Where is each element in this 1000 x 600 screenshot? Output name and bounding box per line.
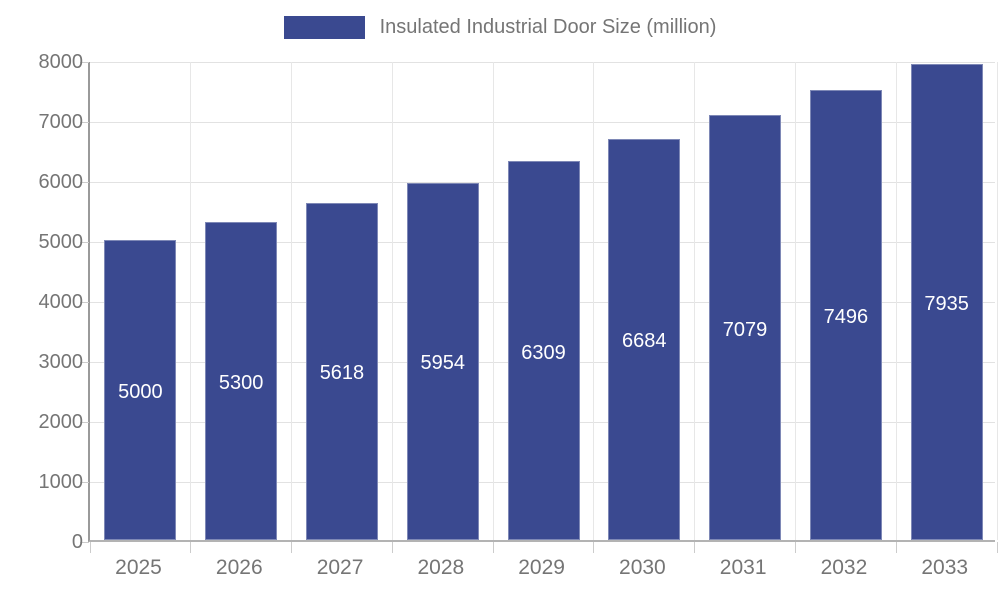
y-axis-label: 3000: [38, 351, 84, 373]
y-axis-label: 4000: [38, 291, 84, 313]
y-axis-label: 2000: [38, 411, 84, 433]
y-axis-label: 6000: [38, 171, 84, 193]
bar-2026[interactable]: [205, 222, 278, 540]
x-axis-tick: [89, 542, 91, 553]
legend[interactable]: Insulated Industrial Door Size (million): [0, 16, 1000, 39]
bar-2025[interactable]: [104, 240, 177, 540]
y-axis-tick: [80, 301, 89, 303]
bar-2030[interactable]: [608, 138, 681, 540]
x-axis-label: 2031: [719, 556, 767, 579]
gridline-vertical: [190, 62, 192, 540]
y-axis-tick: [80, 361, 89, 363]
y-axis-label: 5000: [38, 231, 84, 253]
y-axis-label: 1000: [38, 471, 84, 493]
x-axis-tick: [593, 542, 595, 553]
bar-2027[interactable]: [305, 202, 378, 540]
legend-label: Insulated Industrial Door Size (million): [379, 16, 717, 38]
gridline-vertical: [593, 62, 595, 540]
x-axis-label: 2029: [518, 556, 565, 579]
bar-2029[interactable]: [507, 161, 580, 540]
x-axis-label: 2033: [921, 556, 969, 579]
x-axis-tick: [794, 542, 796, 553]
y-axis-label: 7000: [38, 111, 84, 133]
y-axis-tick: [80, 541, 89, 543]
gridline-vertical: [391, 62, 393, 540]
x-axis-label: 2028: [417, 556, 465, 579]
bar-2028[interactable]: [406, 182, 479, 540]
y-axis-tick: [80, 481, 89, 483]
y-axis-tick: [80, 61, 89, 63]
x-axis-label: 2025: [115, 556, 162, 579]
x-axis-tick: [291, 542, 293, 553]
gridline-vertical: [794, 62, 796, 540]
x-axis-tick: [996, 542, 998, 553]
gridline-horizontal: [90, 121, 995, 123]
bar-2033[interactable]: [910, 63, 983, 540]
gridline-vertical: [694, 62, 696, 540]
x-axis-tick: [190, 542, 192, 553]
x-axis-tick: [391, 542, 393, 553]
x-axis-label: 2027: [316, 556, 364, 579]
x-axis-tick: [492, 542, 494, 553]
gridline-vertical: [492, 62, 494, 540]
plot-area: 5000 5300 5618 5954 6309 6684 7079 7496 7935: [80, 61, 998, 553]
x-axis-tick: [895, 542, 897, 553]
x-axis-tick: [694, 542, 696, 553]
legend-swatch: [283, 16, 365, 39]
y-axis-tick: [80, 121, 89, 123]
y-axis-tick: [80, 421, 89, 423]
y-axis-tick: [80, 181, 89, 183]
x-axis-label: 2032: [820, 556, 868, 579]
y-axis-label: 8000: [38, 51, 84, 73]
gridline-vertical: [291, 62, 293, 540]
x-axis-label: 2026: [215, 556, 263, 579]
x-axis-label: 2030: [619, 556, 666, 579]
y-axis-label: 0: [71, 531, 83, 553]
y-axis-tick: [80, 241, 89, 243]
bar-2031[interactable]: [709, 115, 782, 540]
gridline-vertical: [895, 62, 897, 540]
gridline-horizontal: [90, 61, 995, 63]
gridline-vertical: [996, 62, 998, 540]
bar-2032[interactable]: [809, 90, 882, 540]
